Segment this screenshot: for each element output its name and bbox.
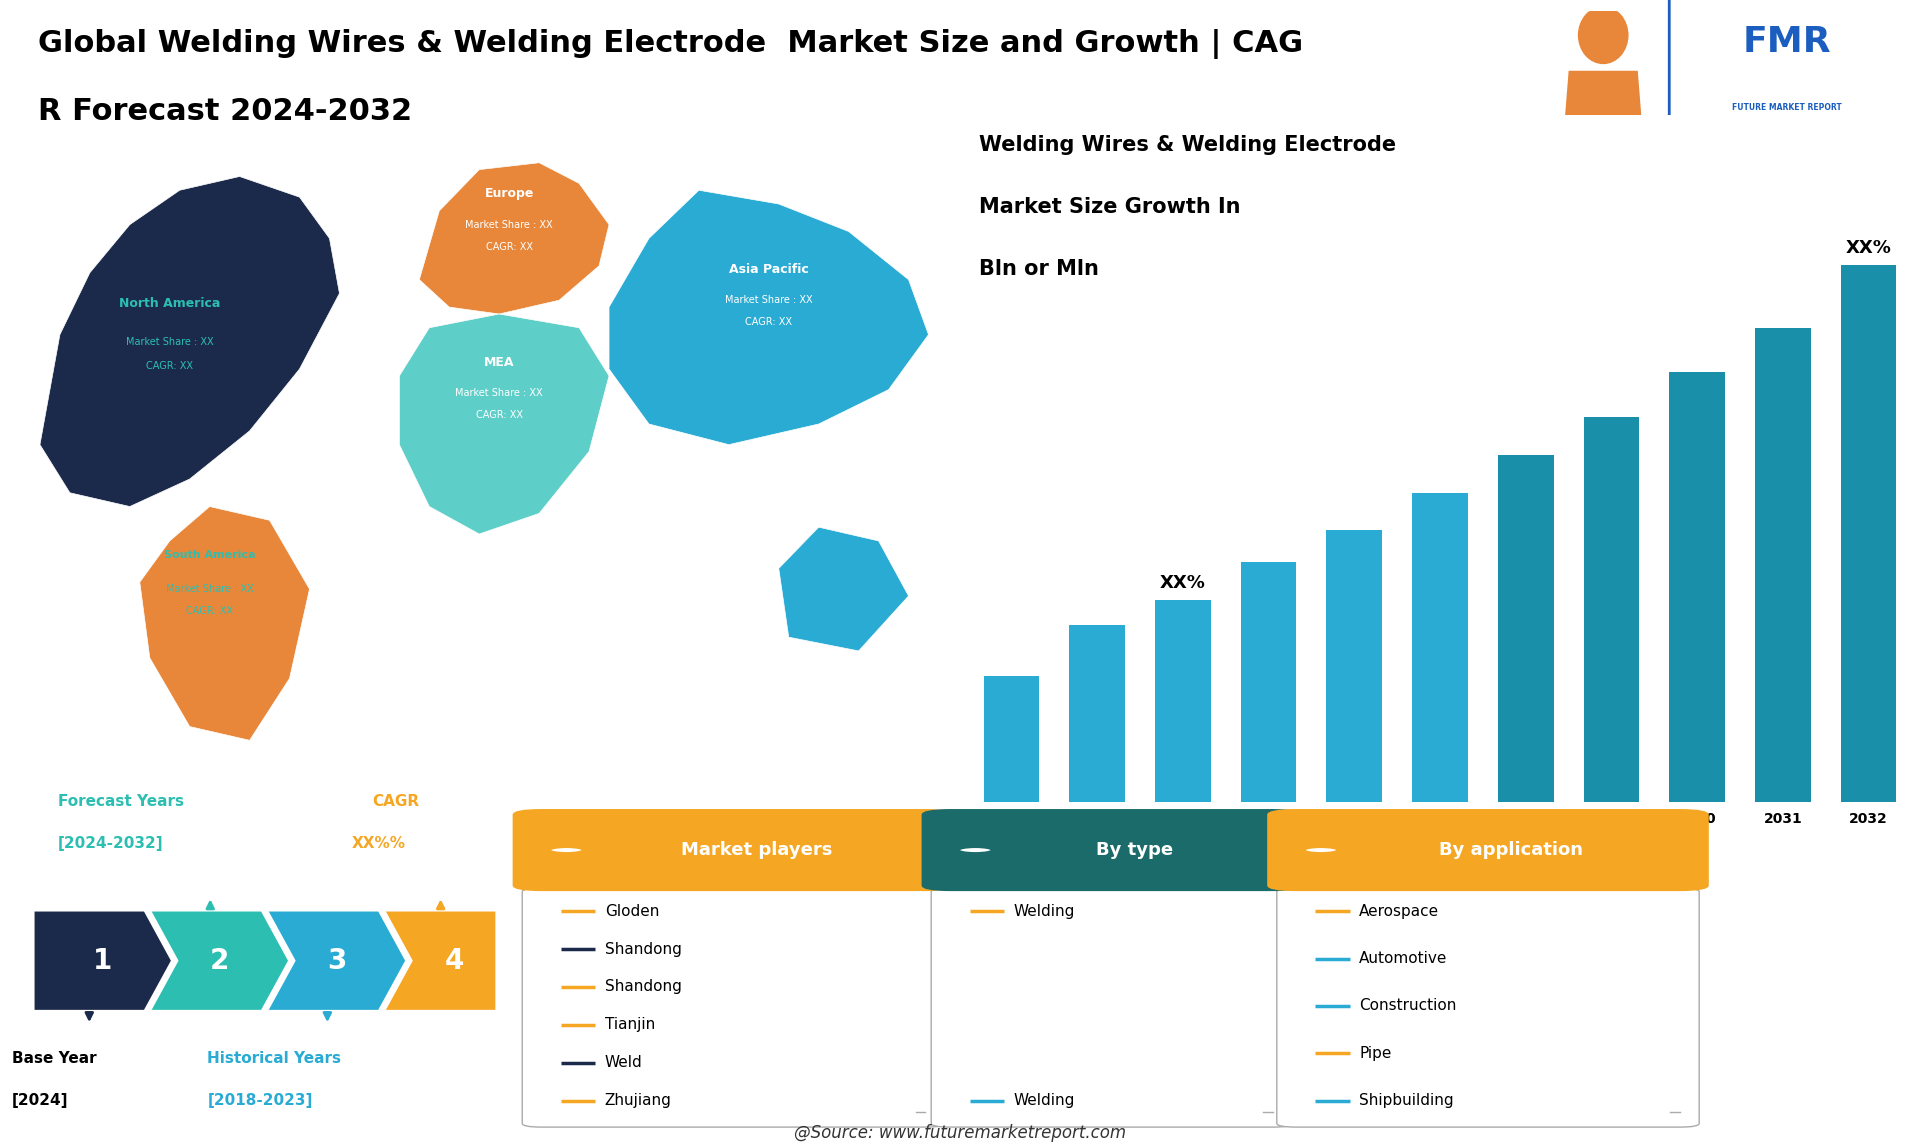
Text: Gloden: Gloden [605,904,659,919]
Polygon shape [419,163,609,314]
Text: CAGR: XX: CAGR: XX [745,317,793,328]
Text: Welding: Welding [1014,904,1075,919]
Bar [1668,372,1724,802]
Bar [1327,531,1382,802]
Text: 2: 2 [209,947,230,975]
Bar [1841,265,1897,802]
Text: Forecast Years: Forecast Years [58,794,184,809]
Text: By type: By type [1096,841,1173,860]
Text: Aerospace: Aerospace [1359,904,1440,919]
Text: Pipe: Pipe [1359,1046,1392,1061]
Text: Market Share : XX: Market Share : XX [127,337,213,346]
Bar [1240,562,1296,802]
Polygon shape [780,527,908,651]
Text: MEA: MEA [484,355,515,369]
Text: Weld: Weld [605,1055,643,1070]
Polygon shape [40,176,340,507]
Text: CAGR: XX: CAGR: XX [476,410,522,421]
Polygon shape [140,507,309,740]
FancyBboxPatch shape [931,888,1292,1128]
Text: @Source: www.futuremarketreport.com: @Source: www.futuremarketreport.com [795,1124,1125,1143]
Text: [2024]: [2024] [12,1093,67,1108]
Text: [2024-2032]: [2024-2032] [58,835,163,850]
Polygon shape [386,911,495,1010]
Text: 1: 1 [92,947,113,975]
Text: FMR: FMR [1743,25,1832,58]
Polygon shape [609,190,929,445]
Bar [1755,328,1811,802]
Text: Market Share : XX: Market Share : XX [465,220,553,229]
Text: R Forecast 2024-2032: R Forecast 2024-2032 [38,97,413,126]
Bar [1156,601,1212,802]
FancyBboxPatch shape [1668,0,1905,152]
Text: CAGR: XX: CAGR: XX [146,361,194,370]
FancyBboxPatch shape [1277,888,1699,1128]
Text: Shandong: Shandong [605,980,682,995]
Text: Asia Pacific: Asia Pacific [730,262,808,276]
Text: South America: South America [163,550,255,559]
Text: Market Share : XX: Market Share : XX [165,584,253,594]
Text: 3: 3 [326,947,348,975]
Text: Shipbuilding: Shipbuilding [1359,1093,1453,1108]
Text: Welding: Welding [1014,1093,1075,1108]
Bar [1411,493,1469,802]
FancyBboxPatch shape [513,809,954,892]
Text: Market players: Market players [682,841,831,860]
Text: By application: By application [1440,841,1582,860]
Text: North America: North America [119,297,221,311]
FancyBboxPatch shape [922,809,1302,892]
Text: Market Share : XX: Market Share : XX [455,388,543,398]
Text: Bln or Mln: Bln or Mln [979,259,1098,278]
Text: Tianjin: Tianjin [605,1018,655,1033]
Polygon shape [1563,71,1644,143]
Circle shape [958,847,993,854]
Text: Global Welding Wires & Welding Electrode  Market Size and Growth | CAG: Global Welding Wires & Welding Electrode… [38,29,1304,58]
Circle shape [549,847,584,854]
Text: Zhujiang: Zhujiang [605,1093,672,1108]
Circle shape [1578,6,1628,64]
Text: Market Size Growth In: Market Size Growth In [979,197,1240,217]
Text: Market Share : XX: Market Share : XX [726,296,812,305]
Text: XX%: XX% [1845,240,1891,258]
Text: Construction: Construction [1359,998,1457,1013]
Text: Automotive: Automotive [1359,951,1448,966]
Text: Shandong: Shandong [605,942,682,957]
Bar [1069,626,1125,802]
Bar [983,676,1039,802]
Text: [2018-2023]: [2018-2023] [207,1093,313,1108]
Polygon shape [269,911,405,1010]
Text: FUTURE MARKET REPORT: FUTURE MARKET REPORT [1732,103,1841,112]
Polygon shape [152,911,288,1010]
Circle shape [1304,847,1338,854]
Text: CAGR: XX: CAGR: XX [486,242,532,252]
Text: Welding Wires & Welding Electrode: Welding Wires & Welding Electrode [979,135,1396,155]
Text: Europe: Europe [484,187,534,201]
Text: 4: 4 [444,947,465,975]
Bar [1498,455,1553,802]
Text: Base Year: Base Year [12,1052,96,1067]
Text: XX%: XX% [1160,574,1206,592]
Polygon shape [399,314,609,534]
Text: CAGR: CAGR [372,794,420,809]
Text: XX%%: XX%% [351,835,405,850]
Text: CAGR: XX: CAGR: XX [186,606,232,617]
FancyBboxPatch shape [1267,809,1709,892]
Text: Historical Years: Historical Years [207,1052,342,1067]
FancyBboxPatch shape [522,888,945,1128]
Polygon shape [35,911,171,1010]
Bar [1584,417,1640,802]
